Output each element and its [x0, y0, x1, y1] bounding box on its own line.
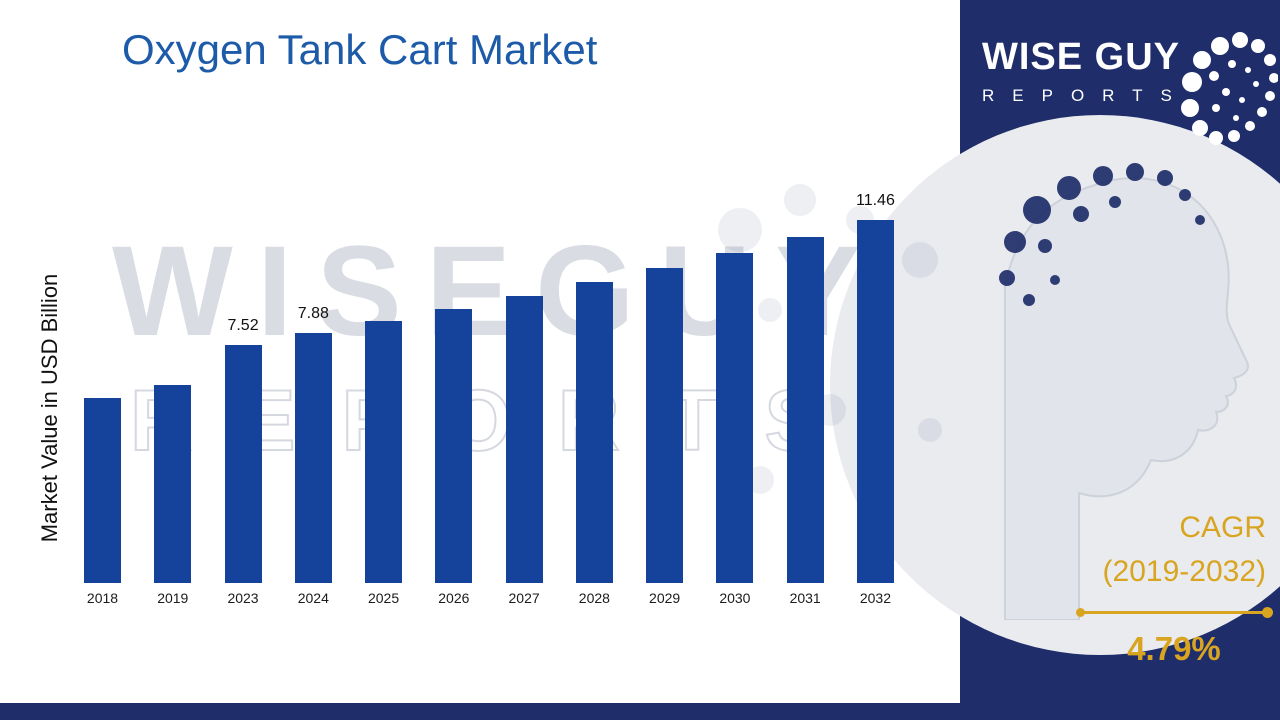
x-tick-label: 2030	[719, 590, 751, 606]
bar-group: 7.52 2023	[224, 203, 262, 606]
x-tick-label: 2029	[649, 590, 681, 606]
x-tick-label: 2027	[508, 590, 540, 606]
bar	[154, 385, 192, 583]
y-axis-label: Market Value in USD Billion	[37, 273, 62, 543]
x-tick-label: 2025	[367, 590, 400, 606]
bar	[505, 296, 543, 583]
chart-title: Oxygen Tank Cart Market	[122, 26, 598, 73]
bar	[786, 237, 824, 583]
bar	[294, 333, 332, 583]
bar-group: 11.46 2032	[856, 192, 895, 606]
bar-group: 2028	[575, 203, 613, 606]
logo: WISE GUY REPORTS	[982, 36, 1190, 106]
bar-value-label: 11.46	[855, 192, 895, 209]
logo-head-icon	[1181, 32, 1278, 145]
head-silhouette-graphic	[999, 163, 1249, 620]
bottom-bar	[0, 703, 1280, 720]
bar-group: 2031	[786, 203, 824, 606]
cagr-underline	[1076, 607, 1273, 618]
bar	[575, 282, 613, 583]
bar-group: 2029	[646, 203, 684, 606]
bars-container: 2018 2019 7.52 2023 7.88 2024 2025 2026 2027 2028…	[84, 192, 895, 606]
x-tick-label: 2019	[157, 590, 189, 606]
cagr-block: CAGR (2019-2032)	[966, 506, 1266, 594]
cagr-value: 4.79%	[1127, 630, 1221, 667]
bar	[646, 268, 684, 583]
bar-group: 2018	[84, 203, 121, 606]
dot-pattern	[999, 163, 1205, 306]
bar-group: 7.88 2024	[294, 203, 332, 606]
bar	[365, 321, 403, 583]
bar-group: 2025	[365, 203, 403, 606]
cagr-range: (2019-2032)	[1102, 555, 1266, 588]
logo-reports-text: REPORTS	[982, 86, 1190, 105]
x-tick-label: 2028	[578, 590, 610, 606]
x-tick-label: 2032	[859, 590, 891, 606]
logo-wiseguy-text: WISE GUY	[982, 36, 1181, 78]
bar	[435, 309, 473, 583]
bar	[224, 345, 262, 583]
x-tick-label: 2026	[438, 590, 470, 606]
bar	[84, 398, 121, 583]
bar	[716, 253, 754, 583]
x-tick-label: 2018	[86, 590, 119, 606]
bar	[856, 220, 894, 583]
bar-group: 2026	[435, 203, 473, 606]
x-tick-label: 2024	[297, 590, 329, 606]
cagr-label: CAGR	[1179, 511, 1266, 544]
bar-value-label: 7.88	[297, 305, 329, 322]
x-tick-label: 2023	[227, 590, 259, 606]
bar-group: 2019	[154, 203, 192, 606]
bar-value-label: 7.52	[227, 317, 259, 334]
face-profile-icon	[1004, 177, 1249, 620]
bar-group: 2030	[716, 203, 754, 606]
bar-group: 2027	[505, 203, 543, 606]
x-tick-label: 2031	[789, 590, 821, 606]
